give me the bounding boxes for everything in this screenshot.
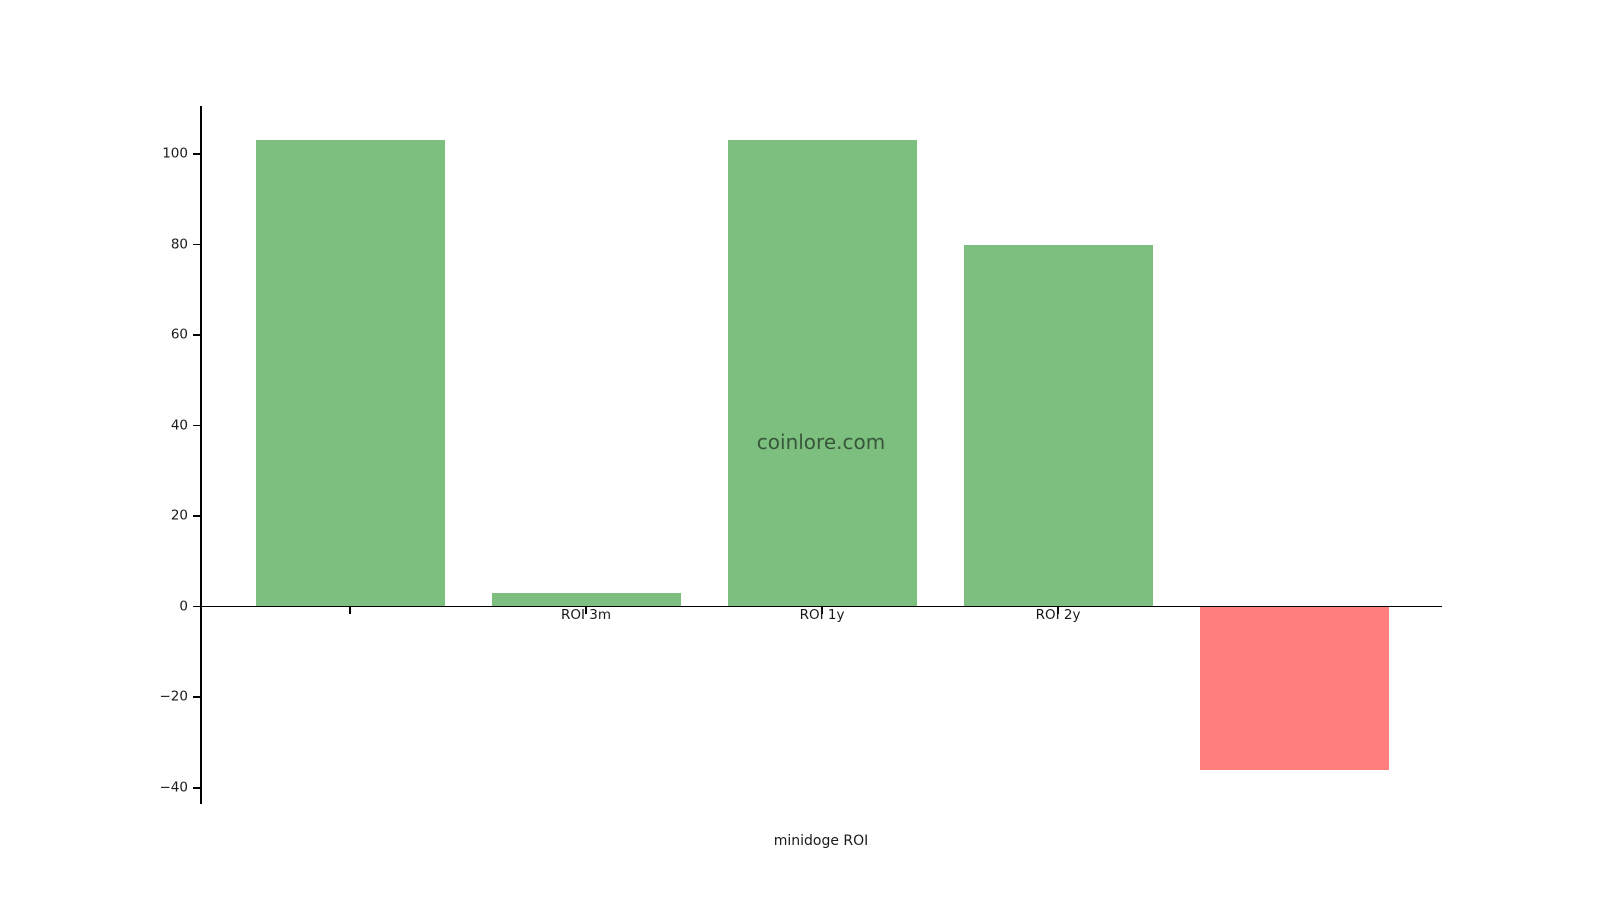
- y-tick-label: 80: [170, 235, 188, 252]
- bar-unlabeled-0: [255, 140, 445, 607]
- y-tick-label: −20: [159, 688, 189, 705]
- watermark-text: coinlore.com: [756, 430, 886, 454]
- y-tick-mark: [193, 787, 200, 789]
- x-tick-mark: [821, 606, 823, 614]
- y-tick-label: 100: [162, 145, 188, 162]
- y-tick-mark: [193, 605, 200, 608]
- y-tick-mark: [193, 515, 200, 517]
- y-tick-mark: [193, 153, 200, 155]
- x-axis-title: minidoge ROI: [773, 833, 869, 849]
- bar-roi-3m: [491, 593, 681, 607]
- bar-roi-1y: [727, 140, 917, 607]
- x-tick-label: ROI 1y: [799, 606, 845, 623]
- bar-roi-2y: [963, 244, 1153, 607]
- x-tick-mark: [1057, 606, 1059, 614]
- y-tick-label: 0: [179, 597, 188, 614]
- y-tick-label: 20: [170, 507, 188, 524]
- x-tick-mark: [349, 606, 351, 614]
- x-tick-label: ROI 3m: [560, 606, 612, 623]
- y-axis-line: [200, 106, 202, 804]
- y-tick-mark: [193, 243, 200, 246]
- x-tick-mark: [585, 606, 587, 614]
- x-axis-zero-line: [200, 605, 1442, 608]
- y-tick-mark: [193, 424, 200, 427]
- y-tick-mark: [193, 334, 200, 336]
- x-tick-label: ROI 2y: [1035, 606, 1081, 623]
- y-tick-label: −40: [159, 779, 189, 796]
- y-tick-label: 40: [170, 416, 188, 433]
- bar-unlabeled-4: [1199, 606, 1389, 770]
- y-tick-label: 60: [170, 326, 188, 343]
- y-tick-mark: [193, 696, 200, 698]
